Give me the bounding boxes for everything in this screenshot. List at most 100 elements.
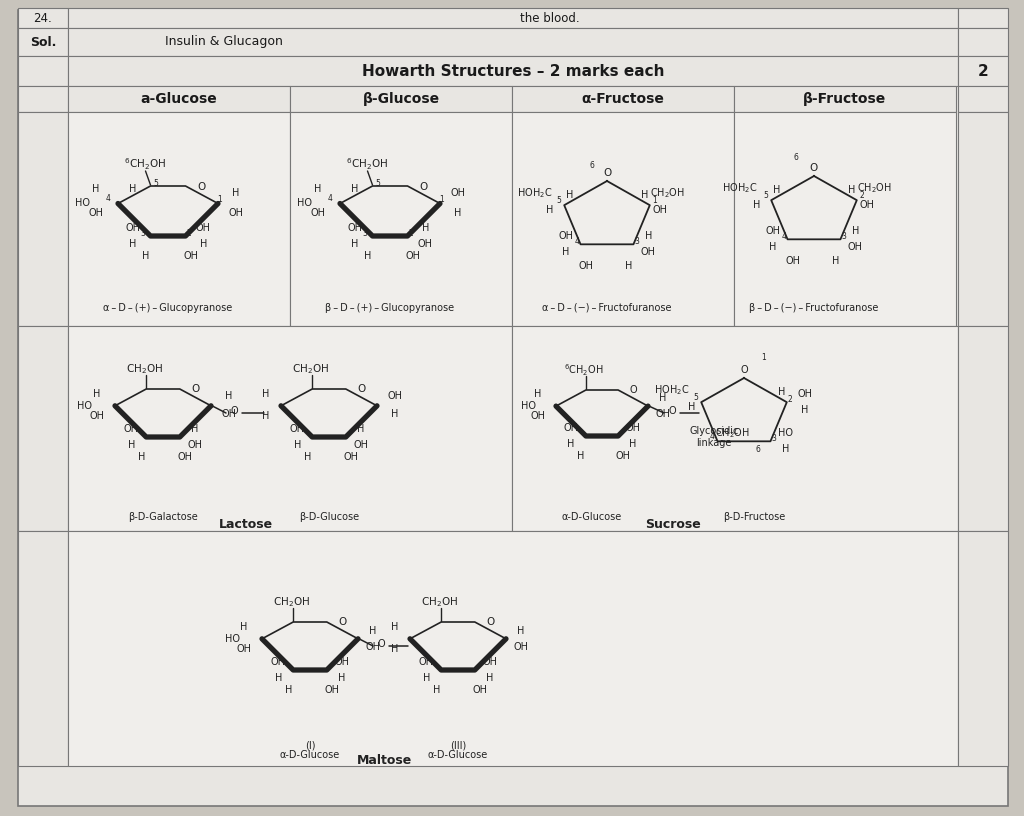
Text: H: H (455, 209, 462, 219)
Text: β – D – (−) – Fructofuranose: β – D – (−) – Fructofuranose (750, 303, 879, 313)
Text: H: H (314, 184, 322, 194)
Text: CH$_2$OH: CH$_2$OH (857, 181, 892, 195)
Text: Sucrose: Sucrose (645, 518, 700, 531)
Text: OH: OH (482, 657, 498, 667)
Text: OH: OH (187, 440, 203, 450)
Bar (18, 28, 68, 56)
Text: O: O (198, 182, 206, 192)
Bar (68, 8, 958, 28)
Text: H: H (848, 185, 855, 195)
Text: CH$_2$OH: CH$_2$OH (650, 186, 685, 200)
Text: H: H (137, 452, 144, 462)
Text: O: O (420, 182, 428, 192)
Text: OH: OH (343, 452, 358, 462)
Text: OH: OH (88, 209, 103, 219)
Bar (958, 326, 1008, 531)
Text: $^6$CH$_2$OH: $^6$CH$_2$OH (564, 362, 604, 378)
Text: H: H (625, 261, 632, 271)
Text: H: H (781, 445, 790, 455)
Text: 4: 4 (782, 232, 787, 241)
Text: α-D-Glucose: α-D-Glucose (280, 750, 340, 760)
Text: H: H (364, 251, 371, 261)
Text: 5: 5 (153, 180, 158, 188)
Bar (958, 112, 1008, 326)
Text: OH: OH (310, 209, 326, 219)
Text: 4: 4 (105, 194, 111, 203)
Text: H: H (423, 673, 430, 683)
Text: H: H (129, 239, 136, 249)
Text: OH: OH (290, 424, 305, 434)
Bar (734, 86, 956, 112)
Text: Maltose: Maltose (356, 755, 412, 768)
Text: H: H (391, 644, 398, 654)
Bar (512, 112, 734, 326)
Text: O: O (669, 406, 676, 416)
Text: HO: HO (76, 198, 90, 209)
Text: H: H (241, 622, 248, 632)
Text: H: H (128, 440, 135, 450)
Text: H: H (801, 406, 809, 415)
Bar (68, 112, 290, 326)
Text: linkage: linkage (696, 438, 732, 448)
Text: 6: 6 (794, 153, 799, 162)
Text: 1: 1 (762, 353, 766, 362)
Text: HOH$_2$C: HOH$_2$C (653, 384, 689, 397)
Text: OH: OH (347, 223, 362, 233)
Text: (I): (I) (305, 741, 315, 751)
Text: (III): (III) (450, 741, 466, 751)
Text: H: H (129, 184, 136, 194)
Text: O: O (810, 163, 818, 173)
Bar (958, 56, 1008, 86)
Text: O: O (357, 384, 366, 394)
Text: OH: OH (366, 642, 381, 652)
Text: 2: 2 (787, 395, 793, 404)
Text: 4: 4 (710, 432, 715, 441)
Text: OH: OH (451, 188, 466, 198)
Text: 2: 2 (859, 191, 864, 200)
Text: 1: 1 (439, 195, 444, 204)
Text: β-D-Galactose: β-D-Galactose (128, 512, 198, 522)
Text: H: H (630, 439, 637, 449)
Text: O: O (230, 406, 238, 416)
Bar (512, 326, 958, 531)
Text: H: H (141, 251, 150, 261)
Text: Glycosidic: Glycosidic (689, 426, 738, 436)
Text: H: H (200, 239, 207, 249)
Text: OH: OH (652, 205, 668, 215)
Text: 6: 6 (590, 162, 595, 171)
Text: OH: OH (353, 440, 369, 450)
Text: α-Fructose: α-Fructose (582, 92, 665, 106)
Text: H: H (285, 685, 292, 695)
Text: OH: OH (626, 423, 641, 433)
Bar (18, 56, 68, 86)
Text: β – D – (+) – Glucopyranose: β – D – (+) – Glucopyranose (326, 303, 455, 313)
Text: H: H (262, 410, 269, 421)
Text: HOH$_2$C: HOH$_2$C (722, 181, 757, 195)
Text: 4: 4 (328, 194, 333, 203)
Text: OH: OH (848, 242, 863, 252)
Text: 2: 2 (186, 228, 190, 237)
Bar (68, 56, 958, 86)
Text: H: H (391, 409, 398, 419)
Bar (958, 531, 1008, 766)
Text: O: O (740, 365, 748, 375)
Text: H: H (191, 424, 199, 434)
Bar (68, 86, 290, 112)
Text: H: H (645, 231, 652, 242)
Text: OH: OH (334, 657, 349, 667)
Text: H: H (769, 242, 776, 252)
Text: O: O (338, 618, 346, 628)
Text: 1: 1 (652, 196, 657, 205)
Text: H: H (351, 239, 358, 249)
Text: 24.: 24. (34, 11, 52, 24)
Text: H: H (578, 451, 585, 461)
Text: O: O (377, 639, 385, 649)
Text: H: H (432, 685, 440, 695)
Text: H: H (357, 424, 365, 434)
Text: OH: OH (418, 239, 433, 249)
Text: a-Glucose: a-Glucose (140, 92, 217, 106)
Text: OH: OH (196, 223, 211, 233)
Bar (18, 112, 68, 326)
Text: OH: OH (228, 209, 244, 219)
Text: H: H (303, 452, 311, 462)
